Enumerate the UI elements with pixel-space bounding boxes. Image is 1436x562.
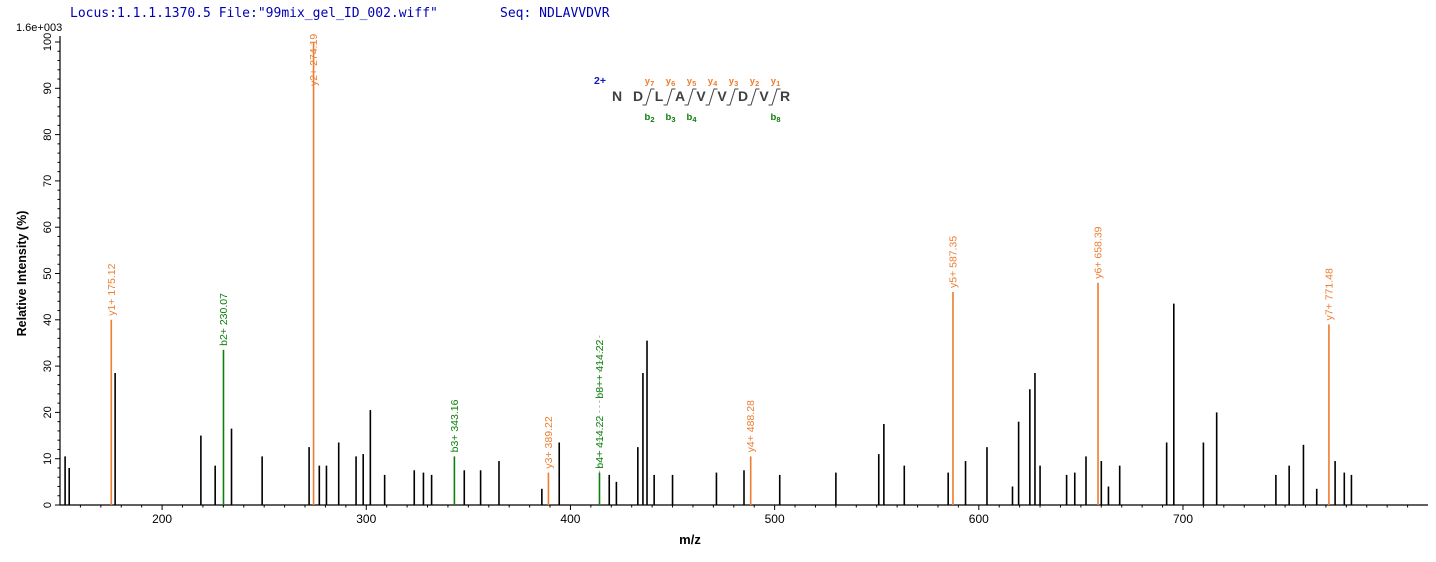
- peak-annotation-label: y1+ 175.12: [106, 263, 118, 315]
- axes: 0 10 20 30 40 50 60 70 80 90 100 200 300 400 500 600 700…: [15, 22, 1428, 547]
- y3-ion-tag: y3: [729, 76, 738, 88]
- residue-letter: A: [675, 88, 685, 104]
- y-tick-label: 0: [42, 502, 54, 508]
- x-axis-title: m/z: [679, 532, 701, 547]
- precursor-charge-label: 2+: [594, 75, 606, 87]
- peaks: y1+ 175.12 b2+ 230.07 y2+ 274.19 b3+ 343.16…: [64, 34, 1353, 505]
- y-tick-label: 90: [42, 82, 54, 94]
- cleavage-mark: [684, 88, 697, 106]
- cleavage-mark: [747, 88, 760, 106]
- y-tick-label: 20: [42, 406, 54, 418]
- b8-ion-tag: b8: [771, 112, 781, 124]
- residue-letter: V: [717, 88, 727, 104]
- peak-annotation-label: y2+ 274.19: [308, 34, 320, 86]
- residue-letter: V: [759, 88, 769, 104]
- residue-letter: D: [633, 88, 643, 104]
- y-tick-label: 40: [42, 314, 54, 326]
- cleavage-mark: [642, 88, 655, 106]
- peak-annotation-label: y5+ 587.35: [947, 236, 959, 288]
- y7-ion-tag: y7: [645, 76, 654, 88]
- x-tick-label: 200: [152, 512, 172, 526]
- y-tick-label: 30: [42, 360, 54, 372]
- locus-file-label: Locus:1.1.1.1370.5 File:"99mix_gel_ID_00…: [70, 6, 438, 21]
- b3-ion-tag: b3: [666, 112, 676, 124]
- x-tick-label: 700: [1173, 512, 1193, 526]
- y-tick-label: 70: [42, 175, 54, 187]
- x-tick-label: 600: [969, 512, 989, 526]
- y-tick-label: 50: [42, 267, 54, 279]
- peak-annotation-label: y4+ 488.28: [745, 400, 757, 452]
- peak-annotation-label: b3+ 343.16: [449, 399, 461, 452]
- cleavage-mark: [705, 88, 718, 106]
- residue-letter: L: [655, 88, 664, 104]
- y2-ion-tag: y2: [750, 76, 759, 88]
- y5-ion-tag: y5: [687, 76, 696, 88]
- sequence-label: Seq: NDLAVVDVR: [500, 6, 610, 21]
- y6-ion-tag: y6: [666, 76, 675, 88]
- y4-ion-tag: y4: [708, 76, 718, 88]
- x-tick-label: 300: [356, 512, 376, 526]
- peak-annotation-label: b4+ 414.22: [594, 416, 606, 469]
- residue-letter: D: [738, 88, 748, 104]
- cleavage-mark: [726, 88, 739, 106]
- peak-annotation-label: y3+ 389.22: [543, 416, 555, 468]
- residue-letter: V: [696, 88, 706, 104]
- y-tick-label: 100: [42, 33, 54, 51]
- y1-ion-tag: y1: [771, 76, 780, 88]
- header-bar: Locus:1.1.1.1370.5 File:"99mix_gel_ID_00…: [0, 6, 1436, 26]
- b2-ion-tag: b2: [645, 112, 655, 124]
- peak-annotation-label: b8++ 414.22: [594, 339, 606, 398]
- y-tick-label: 10: [42, 453, 54, 465]
- y-axis-title: Relative Intensity (%): [15, 211, 29, 337]
- residue-letter: R: [780, 88, 790, 104]
- peak-annotation-label: b2+ 230.07: [218, 293, 230, 346]
- y-tick-label: 80: [42, 128, 54, 140]
- intensity-scale-label: 1.6e+003: [16, 22, 62, 34]
- x-tick-label: 400: [560, 512, 580, 526]
- y-tick-label: 60: [42, 221, 54, 233]
- peak-annotation-label: y7+ 771.48: [1323, 268, 1335, 320]
- peak-annotation-label: y6+ 658.39: [1093, 226, 1105, 278]
- x-tick-label: 500: [765, 512, 785, 526]
- cleavage-mark: [768, 88, 781, 106]
- b4-ion-tag: b4: [687, 112, 698, 124]
- residue-letter: N: [612, 88, 622, 104]
- cleavage-mark: [663, 88, 676, 106]
